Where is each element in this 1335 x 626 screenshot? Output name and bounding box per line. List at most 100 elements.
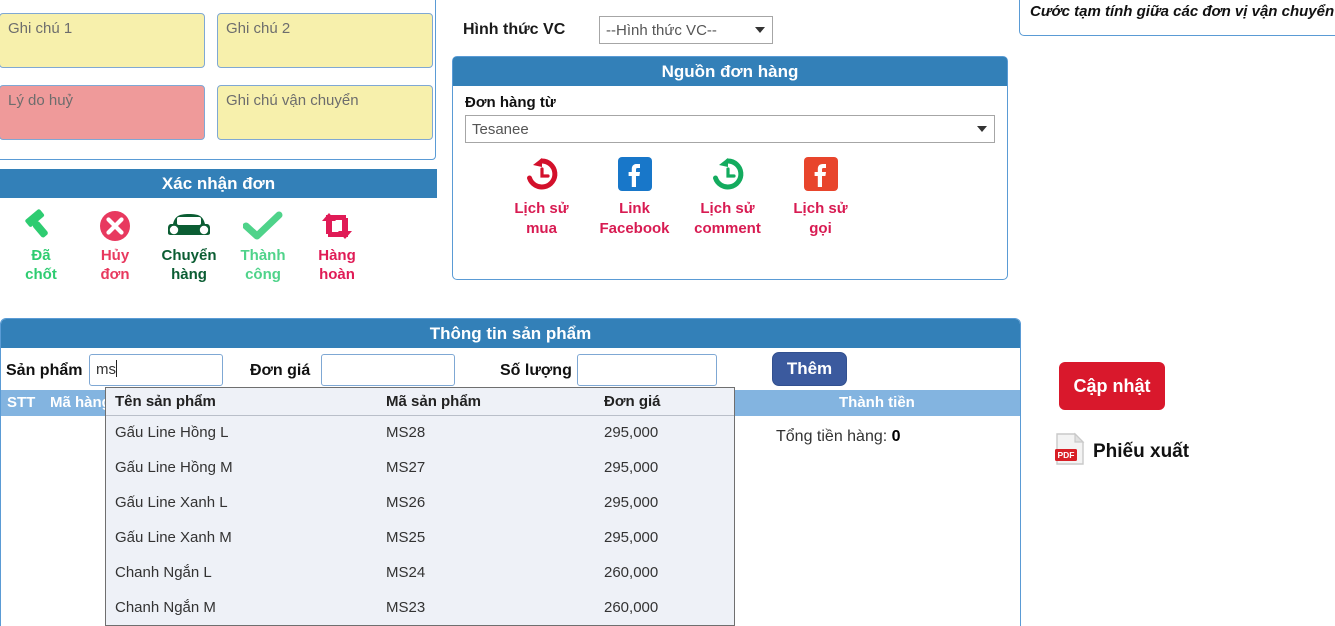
shipping-fee-text: Cước tạm tính giữa các đơn vị vận chuyển [1030,3,1335,20]
unit-price-input[interactable] [321,354,455,386]
ac-item-code: MS25 [386,529,426,546]
product-input[interactable]: ms [89,354,223,386]
times-circle-icon [78,206,152,246]
cancel-reason-field[interactable]: Lý do huỷ [0,85,205,140]
chevron-down-icon [755,27,765,33]
order-from-select[interactable]: Tesanee [465,115,995,143]
ac-th-code: Mã sản phẩm [386,393,482,410]
link-facebook-line2: Facebook [599,220,670,237]
action-huy-don[interactable]: Hủy đơn [78,206,152,284]
gavel-icon [4,206,78,246]
unit-price-label: Đơn giá [250,362,311,379]
update-button[interactable]: Cập nhật [1059,362,1165,410]
link-lich-su-mua-line2: mua [526,220,557,237]
export-pdf-link[interactable]: PDF Phiếu xuất [1055,432,1189,471]
confirm-order-panel: Xác nhận đơn Đã chốt [0,169,437,291]
check-icon [226,206,300,246]
action-thanh-cong[interactable]: Thành công [226,206,300,284]
shipping-method-select[interactable]: --Hình thức VC-- [599,16,773,44]
ac-item-name: Gấu Line Hồng M [115,459,233,476]
ac-item-price: 295,000 [604,424,659,441]
history-icon [495,155,588,199]
link-lich-su-goi[interactable]: Lịch sử gọi [774,155,867,239]
facebook-icon [588,155,681,199]
quantity-input[interactable] [577,354,717,386]
list-item[interactable]: Chanh Ngắn L MS24 260,000 [106,556,734,591]
link-lich-su-goi-line2: gọi [809,220,832,237]
link-lich-su-comment-line2: comment [694,220,761,237]
link-lich-su-goi-line1: Lịch sử [793,200,848,217]
ac-item-code: MS27 [386,459,426,476]
action-da-chot-line2: chốt [25,266,57,283]
total-amount-label: Tổng tiền hàng: [776,428,888,445]
ac-item-code: MS24 [386,564,426,581]
export-pdf-label: Phiếu xuất [1093,440,1190,462]
total-amount-value: 0 [891,428,901,445]
link-lich-su-mua[interactable]: Lịch sử mua [495,155,588,239]
list-item[interactable]: Gấu Line Xanh L MS26 295,000 [106,486,734,521]
ac-item-price: 260,000 [604,564,659,581]
ac-item-name: Chanh Ngắn L [115,564,212,581]
note2-field[interactable]: Ghi chú 2 [217,13,433,68]
product-info-title: Thông tin sản phẩm [1,319,1020,348]
action-huy-don-line2: đơn [100,266,130,283]
link-facebook-line1: Link [619,200,650,217]
list-item[interactable]: Gấu Line Xanh M MS25 295,000 [106,521,734,556]
action-da-chot-line1: Đã [31,247,51,264]
th-stt: STT [7,394,36,411]
car-icon [152,206,226,246]
quantity-label: Số lượng [500,362,572,379]
notes-block: Ghi chú 1 Ghi chú 2 Lý do huỷ Ghi chú vậ… [0,0,436,160]
ac-item-price: 295,000 [604,529,659,546]
action-hang-hoan-line1: Hàng [318,247,356,264]
order-from-label: Đơn hàng từ [465,94,556,111]
link-facebook[interactable]: Link Facebook [588,155,681,239]
confirm-action-row: Đã chốt Hủy đơn [0,198,437,284]
product-autocomplete-dropdown[interactable]: Tên sản phẩm Mã sản phẩm Đơn giá Gấu Lin… [105,387,735,626]
th-thanh-tien: Thành tiền [839,394,915,411]
ac-item-code: MS23 [386,599,426,616]
shipping-note-field[interactable]: Ghi chú vận chuyển [217,85,433,140]
chevron-down-icon [977,126,987,132]
shipping-method-value: --Hình thức VC-- [606,22,717,39]
action-da-chot[interactable]: Đã chốt [4,206,78,284]
product-input-value: ms [96,361,116,378]
ac-item-code: MS26 [386,494,426,511]
list-item[interactable]: Gấu Line Hồng M MS27 295,000 [106,451,734,486]
total-amount-row: Tổng tiền hàng: 0 [776,428,901,446]
product-label: Sản phẩm [6,362,83,379]
order-source-title: Nguồn đơn hàng [453,57,1007,86]
text-caret [116,360,117,377]
note1-field[interactable]: Ghi chú 1 [0,13,205,68]
list-item[interactable]: Chanh Ngắn M MS23 260,000 [106,591,734,625]
link-lich-su-comment[interactable]: Lịch sử comment [681,155,774,239]
action-huy-don-line1: Hủy [100,247,130,264]
action-chuyen-hang-line2: hàng [171,266,207,283]
action-hang-hoan[interactable]: Hàng hoàn [300,206,374,284]
ac-item-name: Gấu Line Xanh L [115,494,228,511]
action-chuyen-hang[interactable]: Chuyển hàng [152,206,226,284]
order-from-value: Tesanee [472,121,529,138]
add-product-button[interactable]: Thêm [772,352,847,386]
ac-item-name: Gấu Line Hồng L [115,424,229,441]
action-thanh-cong-line2: công [245,266,281,283]
svg-text:PDF: PDF [1058,450,1075,460]
ac-item-price: 295,000 [604,459,659,476]
ac-item-code: MS28 [386,424,426,441]
shipping-method-row: Hình thức VC --Hình thức VC-- [463,16,1003,46]
link-lich-su-mua-line1: Lịch sử [514,200,569,217]
ac-th-price: Đơn giá [604,393,661,410]
facebook-icon [774,155,867,199]
list-item[interactable]: Gấu Line Hồng L MS28 295,000 [106,416,734,451]
product-entry-form: Sản phẩm ms Đơn giá Số lượng [1,348,1020,393]
ac-th-name: Tên sản phẩm [115,393,216,410]
order-source-body: Đơn hàng từ Tesanee Lịch sử mua [453,86,1007,239]
source-links-row: Lịch sử mua Link Facebook [465,143,995,239]
confirm-order-title: Xác nhận đơn [0,169,437,198]
shipping-fee-panel: Cước tạm tính giữa các đơn vị vận chuyển [1019,0,1335,36]
ac-item-price: 260,000 [604,599,659,616]
link-lich-su-comment-line1: Lịch sử [700,200,755,217]
ac-item-name: Chanh Ngắn M [115,599,216,616]
action-hang-hoan-line2: hoàn [319,266,355,283]
